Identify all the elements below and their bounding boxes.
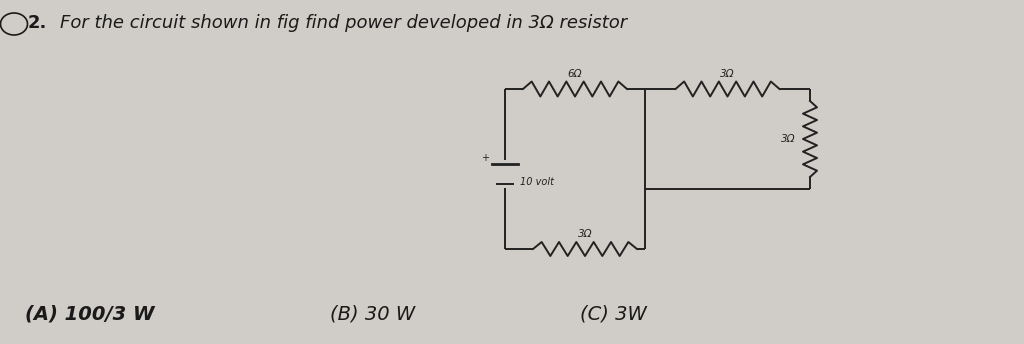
Text: For the circuit shown in fig find power developed in 3Ω resistor: For the circuit shown in fig find power … — [60, 14, 627, 32]
Text: (A) 100/3 W: (A) 100/3 W — [25, 304, 155, 323]
Text: 3Ω: 3Ω — [780, 134, 796, 144]
Text: 3Ω: 3Ω — [720, 69, 735, 79]
Text: 2.: 2. — [28, 14, 47, 32]
Text: 3Ω: 3Ω — [578, 229, 592, 239]
Text: (C) 3W: (C) 3W — [580, 304, 647, 323]
Text: (B) 30 W: (B) 30 W — [330, 304, 415, 323]
Text: +: + — [481, 153, 489, 163]
Text: 10 volt: 10 volt — [520, 177, 554, 187]
Text: 6Ω: 6Ω — [567, 69, 583, 79]
